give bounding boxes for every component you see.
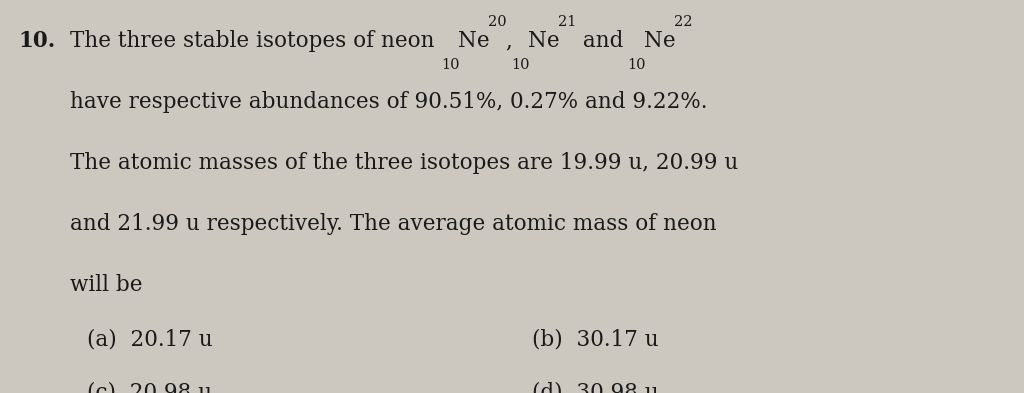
- Text: (c)  20.98 u: (c) 20.98 u: [87, 382, 212, 393]
- Text: have respective abundances of 90.51%, 0.27% and 9.22%.: have respective abundances of 90.51%, 0.…: [70, 91, 708, 113]
- Text: Ne: Ne: [644, 30, 676, 52]
- Text: 10: 10: [511, 58, 530, 72]
- Text: 21: 21: [558, 15, 577, 29]
- Text: Ne: Ne: [528, 30, 560, 52]
- Text: Ne: Ne: [458, 30, 489, 52]
- Text: and: and: [575, 30, 630, 52]
- Text: ,: ,: [506, 30, 512, 52]
- Text: 10: 10: [628, 58, 646, 72]
- Text: 22: 22: [674, 15, 692, 29]
- Text: and 21.99 u respectively. The average atomic mass of neon: and 21.99 u respectively. The average at…: [70, 213, 716, 235]
- Text: will be: will be: [70, 274, 142, 296]
- Text: (a)  20.17 u: (a) 20.17 u: [87, 329, 213, 351]
- Text: (d)  30.98 u: (d) 30.98 u: [532, 382, 659, 393]
- Text: The atomic masses of the three isotopes are 19.99 u, 20.99 u: The atomic masses of the three isotopes …: [70, 152, 738, 174]
- Text: 10: 10: [441, 58, 460, 72]
- Text: (b)  30.17 u: (b) 30.17 u: [532, 329, 659, 351]
- Text: The three stable isotopes of neon: The three stable isotopes of neon: [70, 30, 441, 52]
- Text: 20: 20: [487, 15, 506, 29]
- Text: 10.: 10.: [18, 30, 55, 52]
